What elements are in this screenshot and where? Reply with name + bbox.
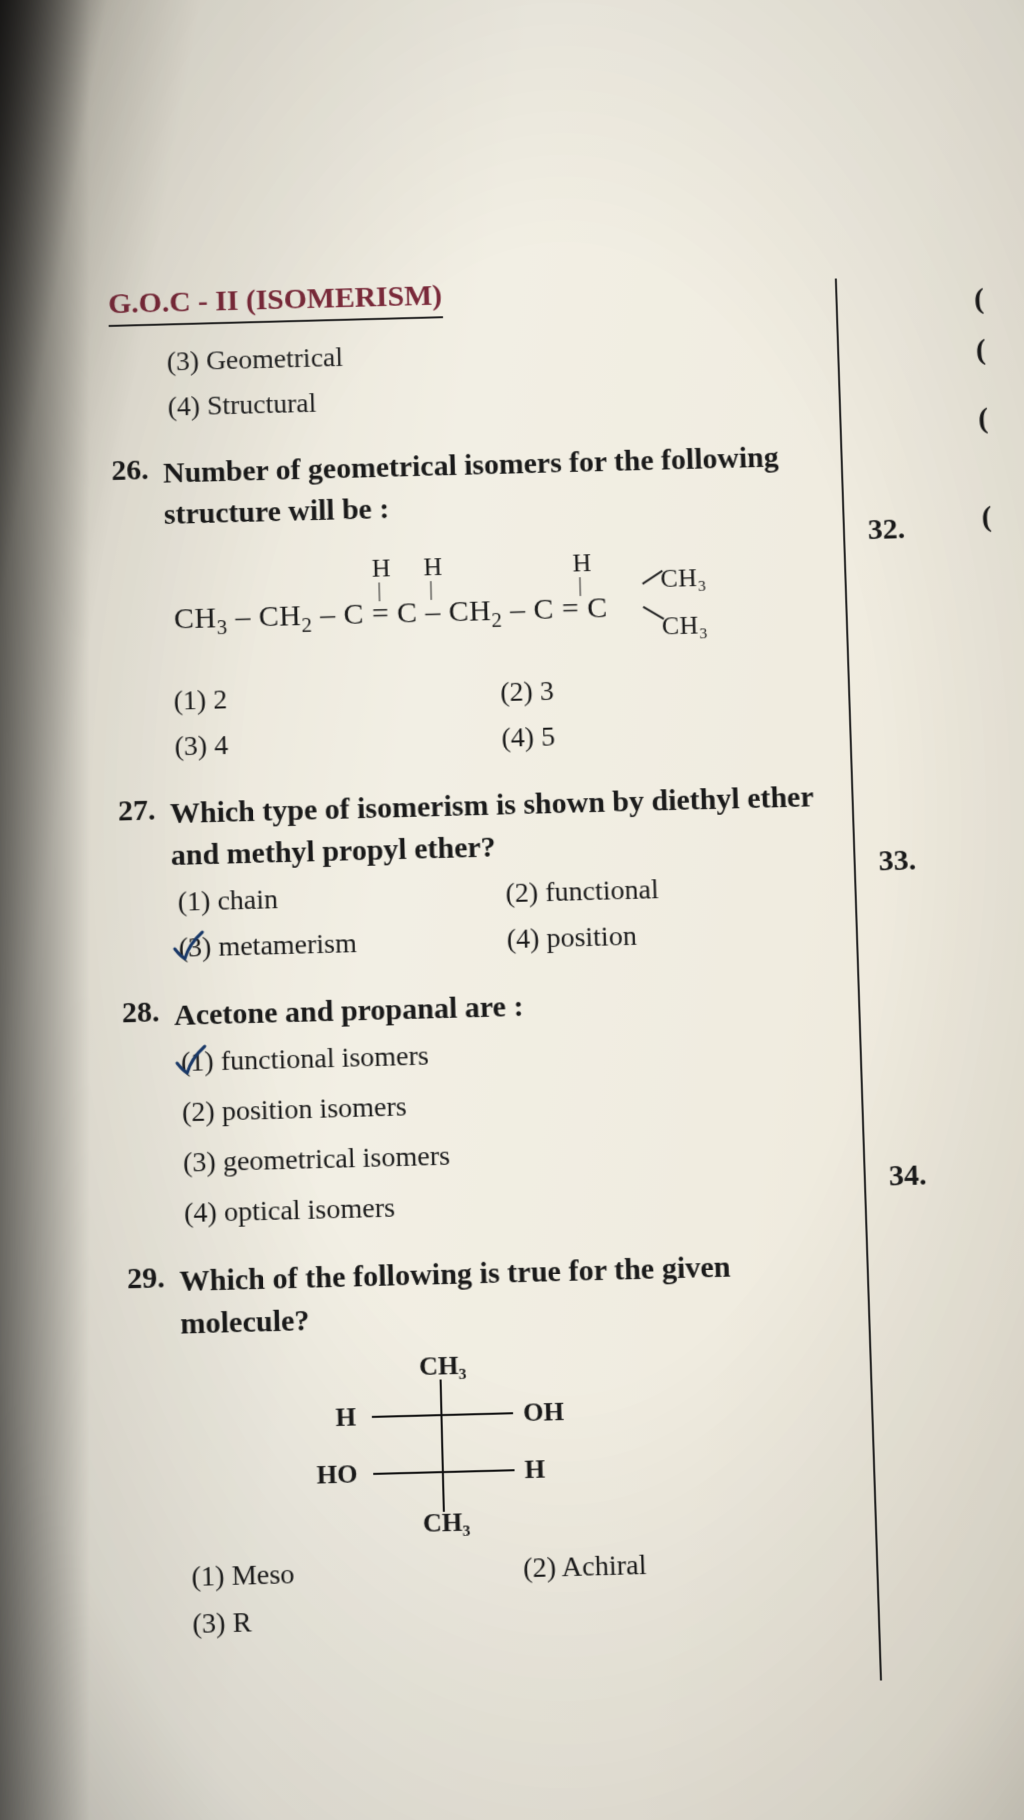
q29-opt-2: (2) Achiral xyxy=(523,1545,807,1585)
right-column: 32. 33. 34. xyxy=(859,265,1022,1559)
q27-options: (1) chain (2) functional (3) metamerism … xyxy=(177,869,841,964)
prev-option-3: (3) Geometrical xyxy=(166,330,822,379)
q29-fischer-projection: CH₃ CH₃ H OH HO H xyxy=(310,1358,577,1538)
group-top: CH₃ xyxy=(419,1350,467,1382)
q32-number: 32. xyxy=(867,510,987,547)
q27-opt-3: (3) metamerism xyxy=(178,925,459,964)
paren-fragment: ( xyxy=(975,333,986,367)
q27-opt-1: (1) chain xyxy=(177,879,458,918)
paren-fragment: ( xyxy=(974,282,985,316)
q29-number: 29. xyxy=(127,1261,176,1297)
group-right2: H xyxy=(524,1454,545,1485)
q28-number: 28. xyxy=(122,995,171,1030)
q29-options: (1) Meso (2) Achiral (3) R xyxy=(191,1544,863,1641)
q33-number: 33. xyxy=(878,841,999,878)
group-right1: OH xyxy=(523,1397,565,1429)
question-28: 28. Acetone and propanal are : (1) funct… xyxy=(122,977,850,1231)
q26-number: 26. xyxy=(111,453,159,488)
q26-opt-3: (3) 4 xyxy=(174,724,454,763)
paren-fragment: ( xyxy=(978,402,989,436)
q26-opt-1: (1) 2 xyxy=(173,679,453,718)
q26-opt-2: (2) 3 xyxy=(500,670,780,709)
group-left2: HO xyxy=(316,1459,358,1491)
q26-options: (1) 2 (2) 3 (3) 4 (4) 5 xyxy=(173,669,835,764)
scanned-page: G.O.C - II (ISOMERISM) (3) Geometrical (… xyxy=(0,2,1024,1820)
q27-opt-4: (4) position xyxy=(506,917,787,956)
question-29: 29. Which of the following is true for t… xyxy=(127,1243,863,1643)
q26-opt-4: (4) 5 xyxy=(501,716,781,755)
q27-opt-3-text: (3) metamerism xyxy=(178,928,357,964)
q28-options: (1) functional isomers (2) position isom… xyxy=(181,1030,850,1231)
group-bottom: CH₃ xyxy=(423,1507,471,1539)
group-CH3: CH₃ xyxy=(660,563,707,594)
q28-opt-3: (3) geometrical isomers xyxy=(183,1130,848,1180)
prev-option-4: (4) Structural xyxy=(167,375,824,424)
question-27: 27. Which type of isomerism is shown by … xyxy=(118,776,842,966)
group-left1: H xyxy=(335,1402,356,1433)
section-header: G.O.C - II (ISOMERISM) xyxy=(108,279,443,327)
bond-vertical xyxy=(440,1380,445,1512)
q27-number: 27. xyxy=(118,793,167,828)
question-26: 26. Number of geometrical isomers for th… xyxy=(111,436,835,765)
q34-number: 34. xyxy=(888,1156,1010,1193)
q29-opt-1: (1) Meso xyxy=(191,1554,475,1594)
q28-opt-1: (1) functional isomers xyxy=(181,1030,845,1080)
q26-structure: H H H | | | CH3 – CH2 – C = C – CH2 – C … xyxy=(173,546,832,662)
q28-opt-1-text: (1) functional isomers xyxy=(181,1040,430,1078)
paren-fragment: ( xyxy=(981,500,992,534)
q29-opt-3: (3) R xyxy=(192,1601,476,1641)
q28-opt-2: (2) position isomers xyxy=(182,1080,847,1130)
q26-text: Number of geometrical isomers for the fo… xyxy=(163,436,810,536)
q27-opt-2: (2) functional xyxy=(505,871,786,910)
formula-main: CH3 – CH2 – C = C – CH2 – C = C xyxy=(174,591,608,641)
group-CH3: CH₃ xyxy=(661,610,708,641)
q28-opt-4: (4) optical isomers xyxy=(184,1180,850,1230)
q29-text: Which of the following is true for the g… xyxy=(179,1244,835,1346)
q27-text: Which type of isomerism is shown by diet… xyxy=(170,776,821,877)
left-column: G.O.C - II (ISOMERISM) (3) Geometrical (… xyxy=(108,269,863,1657)
q28-text: Acetone and propanal are : xyxy=(174,978,826,1037)
